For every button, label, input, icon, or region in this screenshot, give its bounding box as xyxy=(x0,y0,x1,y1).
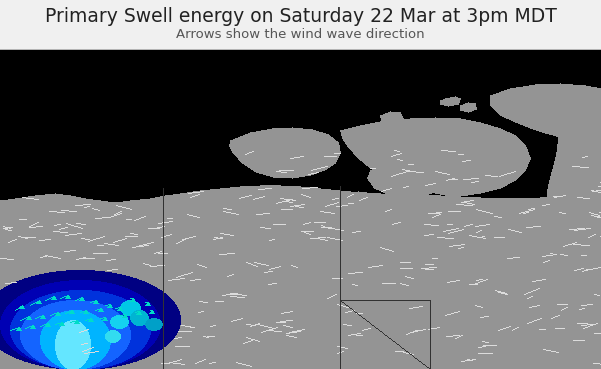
Text: Arrows show the wind wave direction: Arrows show the wind wave direction xyxy=(176,28,425,41)
Text: Primary Swell energy on Saturday 22 Mar at 3pm MDT: Primary Swell energy on Saturday 22 Mar … xyxy=(44,7,557,25)
